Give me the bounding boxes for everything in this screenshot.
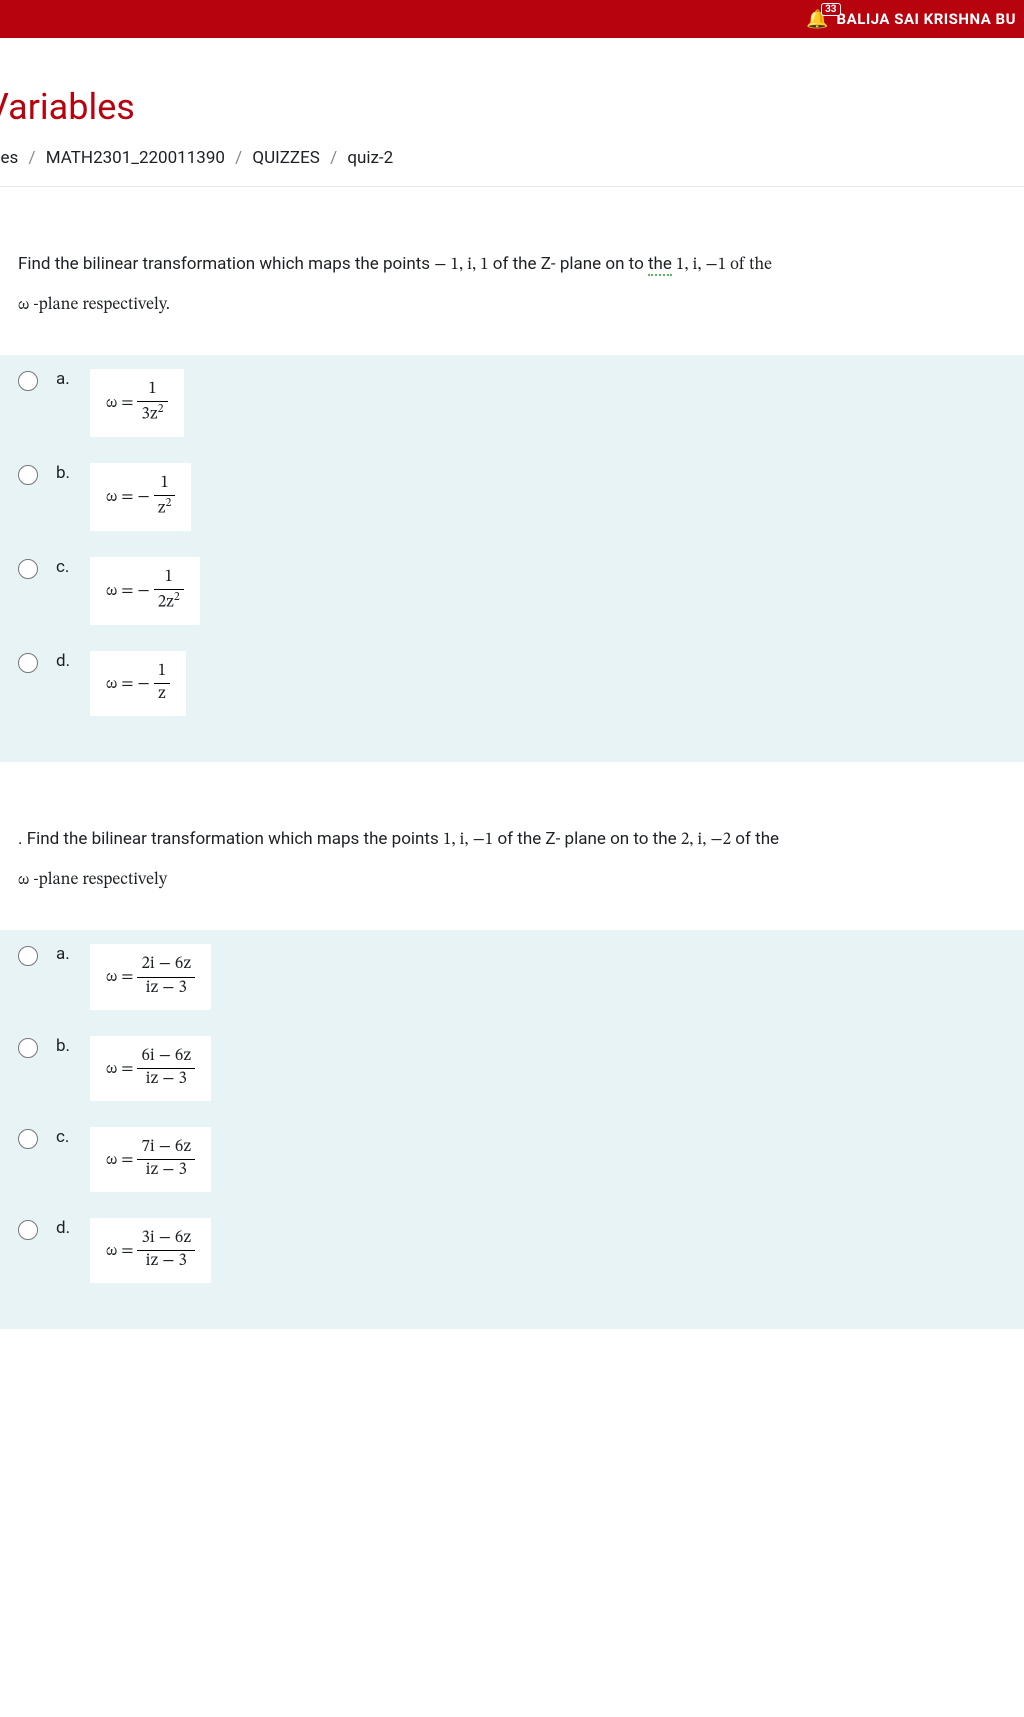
breadcrumb-sep: / — [330, 148, 337, 168]
question-text: Find the bilinear transformation which m… — [0, 227, 1024, 355]
omega-label: ω = — [106, 396, 133, 413]
breadcrumb-sep: / — [235, 148, 242, 168]
question-text: . Find the bilinear transformation which… — [0, 802, 1024, 930]
q-text-fragment: 1, i, −1 of the — [672, 257, 772, 274]
user-name[interactable]: BALIJA SAI KRISHNA BU — [837, 10, 1016, 28]
fraction: 6i − 6z iz − 3 — [137, 1046, 195, 1091]
numerator: 2i − 6z — [137, 954, 195, 977]
page-title: Variables — [0, 38, 1024, 148]
breadcrumb-item[interactable]: rses — [0, 148, 18, 168]
option[interactable]: a. ω = 1 3z2 — [18, 369, 1006, 437]
q-text-fragment: ω -plane respectively. — [18, 297, 170, 314]
option-radio[interactable] — [18, 653, 38, 673]
option[interactable]: c. ω = 7i − 6z iz − 3 — [18, 1127, 1006, 1192]
option-radio[interactable] — [18, 1038, 38, 1058]
q-text-fragment: 1, i, −1 — [443, 832, 493, 849]
fraction: 1 z — [154, 661, 170, 706]
fraction: 1 3z2 — [137, 379, 167, 427]
option[interactable]: b. ω = 6i − 6z iz − 3 — [18, 1036, 1006, 1101]
omega-label: ω = — [106, 583, 133, 600]
q-text-fragment: of the — [731, 829, 779, 849]
numerator: 7i − 6z — [137, 1137, 195, 1160]
breadcrumb-item[interactable]: QUIZZES — [252, 148, 319, 168]
options-list: a. ω = 2i − 6z iz − 3 b. ω = — [0, 930, 1024, 1329]
fraction: 3i − 6z iz − 3 — [137, 1228, 195, 1273]
quiz-content: Find the bilinear transformation which m… — [0, 187, 1024, 1329]
breadcrumb: rses / MATH2301_220011390 / QUIZZES / qu… — [0, 148, 1024, 187]
breadcrumb-sep: / — [29, 148, 36, 168]
option-formula: ω = 1 3z2 — [90, 369, 184, 437]
denominator: iz − 3 — [137, 1251, 195, 1273]
option-radio[interactable] — [18, 371, 38, 391]
options-list: a. ω = 1 3z2 b. ω = − — [0, 355, 1024, 762]
breadcrumb-item[interactable]: MATH2301_220011390 — [46, 148, 225, 168]
option-formula: ω = 2i − 6z iz − 3 — [90, 944, 211, 1009]
fraction: 1 z2 — [154, 473, 176, 521]
q-text-fragment: 2, i, −2 — [681, 832, 731, 849]
neg-sign: − — [137, 676, 153, 693]
option[interactable]: c. ω = − 1 2z2 — [18, 557, 1006, 625]
option-label: b. — [56, 463, 76, 483]
option-formula: ω = 7i − 6z iz − 3 — [90, 1127, 211, 1192]
q-text-fragment: of the Z- plane on to the — [493, 829, 681, 849]
notification-bell[interactable]: 🔔 33 — [806, 9, 828, 30]
numerator: 1 — [154, 661, 170, 684]
option-formula: ω = 6i − 6z iz − 3 — [90, 1036, 211, 1101]
denominator: 2z2 — [154, 590, 184, 615]
option-label: d. — [56, 1218, 76, 1238]
denominator: z2 — [154, 496, 176, 521]
omega-label: ω = — [106, 1060, 133, 1077]
denominator: z — [154, 684, 170, 706]
omega-label: ω = — [106, 1152, 133, 1169]
fraction: 2i − 6z iz − 3 — [137, 954, 195, 999]
q-text-fragment: of the Z- plane on to — [489, 254, 648, 274]
denominator: iz − 3 — [137, 1160, 195, 1182]
option-label: b. — [56, 1036, 76, 1056]
numerator: 1 — [137, 379, 167, 402]
question-block: Find the bilinear transformation which m… — [0, 227, 1024, 762]
notification-badge: 33 — [821, 3, 840, 16]
option[interactable]: d. ω = 3i − 6z iz − 3 — [18, 1218, 1006, 1283]
top-bar: 🔔 33 BALIJA SAI KRISHNA BU — [0, 0, 1024, 38]
numerator: 6i − 6z — [137, 1046, 195, 1069]
q-text-fragment: ω -plane respectively — [18, 872, 167, 889]
q-text-fragment: − 1, i, 1 — [434, 257, 488, 274]
option-radio[interactable] — [18, 559, 38, 579]
option[interactable]: a. ω = 2i − 6z iz − 3 — [18, 944, 1006, 1009]
q-text-fragment: Find the bilinear transformation which m… — [18, 254, 434, 274]
numerator: 1 — [154, 567, 184, 590]
option-formula: ω = − 1 2z2 — [90, 557, 200, 625]
option-radio[interactable] — [18, 946, 38, 966]
q-text-fragment: . Find the bilinear transformation which… — [18, 829, 443, 849]
option-label: a. — [56, 944, 76, 964]
option-label: c. — [56, 557, 76, 577]
breadcrumb-current: quiz-2 — [347, 148, 393, 168]
fraction: 7i − 6z iz − 3 — [137, 1137, 195, 1182]
numerator: 1 — [154, 473, 176, 496]
option-radio[interactable] — [18, 1129, 38, 1149]
omega-label: ω = — [106, 969, 133, 986]
question-block: . Find the bilinear transformation which… — [0, 802, 1024, 1329]
denominator: iz − 3 — [137, 978, 195, 1000]
option-radio[interactable] — [18, 1220, 38, 1240]
option[interactable]: b. ω = − 1 z2 — [18, 463, 1006, 531]
option[interactable]: d. ω = − 1 z — [18, 651, 1006, 716]
omega-label: ω = — [106, 1243, 133, 1260]
option-formula: ω = − 1 z — [90, 651, 186, 716]
option-formula: ω = 3i − 6z iz − 3 — [90, 1218, 211, 1283]
option-formula: ω = − 1 z2 — [90, 463, 191, 531]
q-text-fragment: the — [648, 254, 672, 276]
neg-sign: − — [137, 489, 153, 506]
denominator: iz − 3 — [137, 1069, 195, 1091]
omega-label: ω = — [106, 676, 133, 693]
option-label: a. — [56, 369, 76, 389]
fraction: 1 2z2 — [154, 567, 184, 615]
neg-sign: − — [137, 583, 153, 600]
option-label: c. — [56, 1127, 76, 1147]
numerator: 3i − 6z — [137, 1228, 195, 1251]
omega-label: ω = — [106, 489, 133, 506]
option-label: d. — [56, 651, 76, 671]
option-radio[interactable] — [18, 465, 38, 485]
denominator: 3z2 — [137, 402, 167, 427]
